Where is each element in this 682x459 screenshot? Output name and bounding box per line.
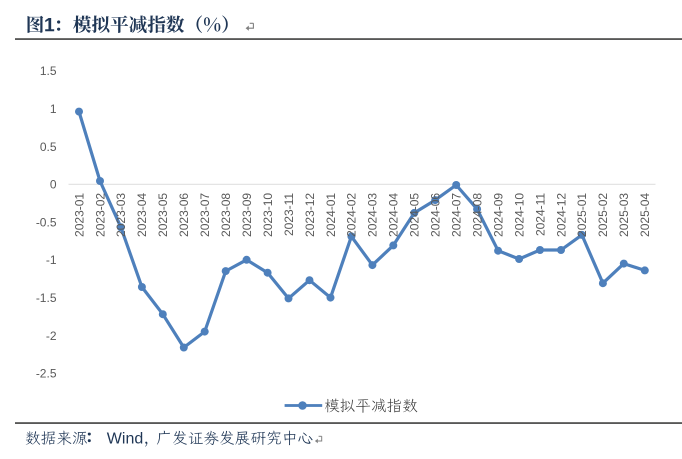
svg-text:Wind: Wind	[107, 431, 143, 448]
svg-text:-2: -2	[46, 329, 57, 343]
svg-text:1.5: 1.5	[40, 64, 57, 78]
svg-text:2025-03: 2025-03	[617, 193, 631, 237]
svg-text:2024-07: 2024-07	[450, 193, 464, 237]
svg-text:2023-10: 2023-10	[261, 193, 275, 237]
svg-text:2025-02: 2025-02	[596, 193, 610, 237]
svg-text:2023-08: 2023-08	[219, 193, 233, 237]
svg-text:2024-10: 2024-10	[512, 193, 526, 237]
svg-text:2023-03: 2023-03	[114, 193, 128, 237]
svg-text:2023-09: 2023-09	[240, 193, 254, 237]
svg-text:2025-01: 2025-01	[575, 193, 589, 237]
svg-text:2023-12: 2023-12	[303, 193, 317, 237]
svg-text:2023-01: 2023-01	[72, 193, 86, 237]
svg-text:2023-07: 2023-07	[198, 193, 212, 237]
svg-text:2023-05: 2023-05	[156, 193, 170, 237]
svg-text:-0.5: -0.5	[36, 215, 57, 229]
svg-text:2023-06: 2023-06	[177, 193, 191, 237]
svg-text:-1.5: -1.5	[36, 291, 57, 305]
svg-text:2024-08: 2024-08	[470, 193, 484, 237]
svg-text:2024-03: 2024-03	[366, 193, 380, 237]
svg-text:-2.5: -2.5	[36, 367, 57, 381]
svg-text:1: 1	[50, 102, 57, 116]
svg-text:0.5: 0.5	[40, 140, 57, 154]
svg-text:2023-11: 2023-11	[282, 193, 296, 236]
svg-text:2024-09: 2024-09	[491, 193, 505, 237]
svg-text:2024-01: 2024-01	[324, 193, 338, 237]
svg-text:2024-05: 2024-05	[408, 193, 422, 237]
svg-text:0: 0	[50, 178, 57, 192]
svg-text:2024-11: 2024-11	[533, 193, 547, 236]
svg-text:-1: -1	[46, 253, 57, 267]
svg-text:2024-06: 2024-06	[429, 193, 443, 237]
svg-text:2024-04: 2024-04	[387, 193, 401, 237]
svg-text:2025-04: 2025-04	[638, 193, 652, 237]
svg-text:2024-12: 2024-12	[554, 193, 568, 237]
svg-text:2024-02: 2024-02	[345, 193, 359, 237]
svg-text:2023-04: 2023-04	[135, 193, 149, 237]
svg-text:2023-02: 2023-02	[93, 193, 107, 237]
